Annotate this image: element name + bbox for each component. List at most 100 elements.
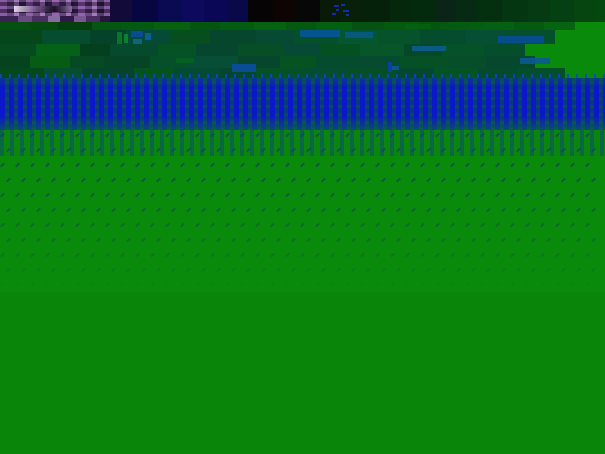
- slash-mark: [179, 252, 186, 258]
- slash-mark: [14, 282, 21, 288]
- slash-mark: [95, 267, 102, 273]
- slash-mark: [590, 207, 597, 213]
- slash-mark: [185, 267, 192, 273]
- corruption-block-1-9: [378, 30, 420, 44]
- slash-mark: [395, 177, 402, 183]
- slash-mark: [410, 267, 417, 273]
- titlebar-corruption-block-21: [412, 0, 436, 22]
- slash-mark: [545, 177, 552, 183]
- titlebar-glyph-remnant-5: [346, 14, 349, 16]
- slash-mark: [335, 237, 342, 243]
- slash-mark: [500, 237, 507, 243]
- slash-mark: [329, 192, 336, 198]
- slash-mark: [515, 177, 522, 183]
- slash-mark: [329, 162, 336, 168]
- slash-mark: [140, 207, 147, 213]
- corruption-block-4-6: [256, 68, 306, 78]
- slash-mark: [410, 207, 417, 213]
- slash-mark: [80, 207, 87, 213]
- slash-mark: [569, 222, 576, 228]
- slash-mark: [539, 162, 546, 168]
- slash-mark: [434, 282, 441, 288]
- slash-mark: [104, 252, 111, 258]
- slash-mark: [0, 222, 6, 228]
- titlebar-corruption-block-29: [596, 0, 605, 22]
- slash-mark: [179, 162, 186, 168]
- slash-mark: [29, 282, 36, 288]
- slash-mark: [230, 267, 237, 273]
- slash-mark: [194, 192, 201, 198]
- slash-mark: [65, 177, 72, 183]
- slash-mark: [209, 252, 216, 258]
- slash-mark: [404, 192, 411, 198]
- slash-mark: [524, 252, 531, 258]
- slash-mark: [350, 207, 357, 213]
- slash-mark: [119, 252, 126, 258]
- slash-mark: [404, 222, 411, 228]
- corruption-block-2-3: [110, 44, 158, 56]
- slash-mark: [269, 192, 276, 198]
- corruption-block-2-2: [80, 44, 110, 56]
- slash-mark: [314, 252, 321, 258]
- slash-mark: [554, 192, 561, 198]
- titlebar-corruption-block-25: [502, 0, 528, 22]
- slash-mark: [80, 267, 87, 273]
- slash-mark: [74, 192, 81, 198]
- text-remnant-blob-7: [405, 24, 431, 29]
- corruption-band-row-4: [0, 68, 605, 78]
- corruption-block-3-7: [280, 56, 316, 68]
- slash-mark: [395, 207, 402, 213]
- slash-mark: [290, 267, 297, 273]
- slash-mark: [365, 207, 372, 213]
- slash-mark: [419, 222, 426, 228]
- slash-mark: [515, 207, 522, 213]
- slash-mark: [410, 237, 417, 243]
- text-remnant-blob-14: [232, 64, 256, 72]
- slash-mark: [209, 162, 216, 168]
- slash-mark: [80, 177, 87, 183]
- corruption-block-0-3: [92, 22, 122, 30]
- corruption-block-4-9: [396, 68, 434, 78]
- slash-mark: [104, 162, 111, 168]
- slash-mark: [494, 252, 501, 258]
- titlebar-corruption-block-11: [182, 0, 204, 22]
- slash-mark: [539, 192, 546, 198]
- slash-mark: [389, 162, 396, 168]
- slash-mark: [389, 252, 396, 258]
- slash-mark: [305, 237, 312, 243]
- slash-mark: [365, 177, 372, 183]
- slash-mark: [245, 267, 252, 273]
- tick-mark-row-artifact: [0, 74, 605, 80]
- corruption-block-1-11: [466, 30, 506, 44]
- slash-mark: [5, 207, 12, 213]
- text-remnant-blob-0: [117, 32, 122, 44]
- titlebar-corruption-block-19: [364, 0, 390, 22]
- slash-mark: [5, 237, 12, 243]
- corruption-block-0-10: [316, 22, 352, 30]
- slash-mark: [344, 222, 351, 228]
- slash-mark: [299, 162, 306, 168]
- slash-mark: [350, 267, 357, 273]
- titlebar-corruption-block-9: [132, 0, 158, 22]
- slash-mark: [569, 252, 576, 258]
- slash-mark: [359, 252, 366, 258]
- slash-mark: [530, 177, 537, 183]
- corruption-block-3-5: [188, 56, 238, 68]
- slash-mark: [245, 237, 252, 243]
- slash-mark: [35, 237, 42, 243]
- corruption-block-3-1: [30, 56, 70, 68]
- slash-mark: [404, 162, 411, 168]
- slash-mark: [419, 162, 426, 168]
- slash-mark: [464, 252, 471, 258]
- slash-mark: [194, 162, 201, 168]
- slash-mark: [344, 252, 351, 258]
- slash-mark: [485, 207, 492, 213]
- slash-mark: [269, 282, 276, 288]
- slash-mark: [65, 207, 72, 213]
- slash-mark: [524, 162, 531, 168]
- slash-mark: [275, 237, 282, 243]
- slash-mark: [569, 162, 576, 168]
- slash-mark: [380, 267, 387, 273]
- corruption-block-0-12: [384, 22, 418, 30]
